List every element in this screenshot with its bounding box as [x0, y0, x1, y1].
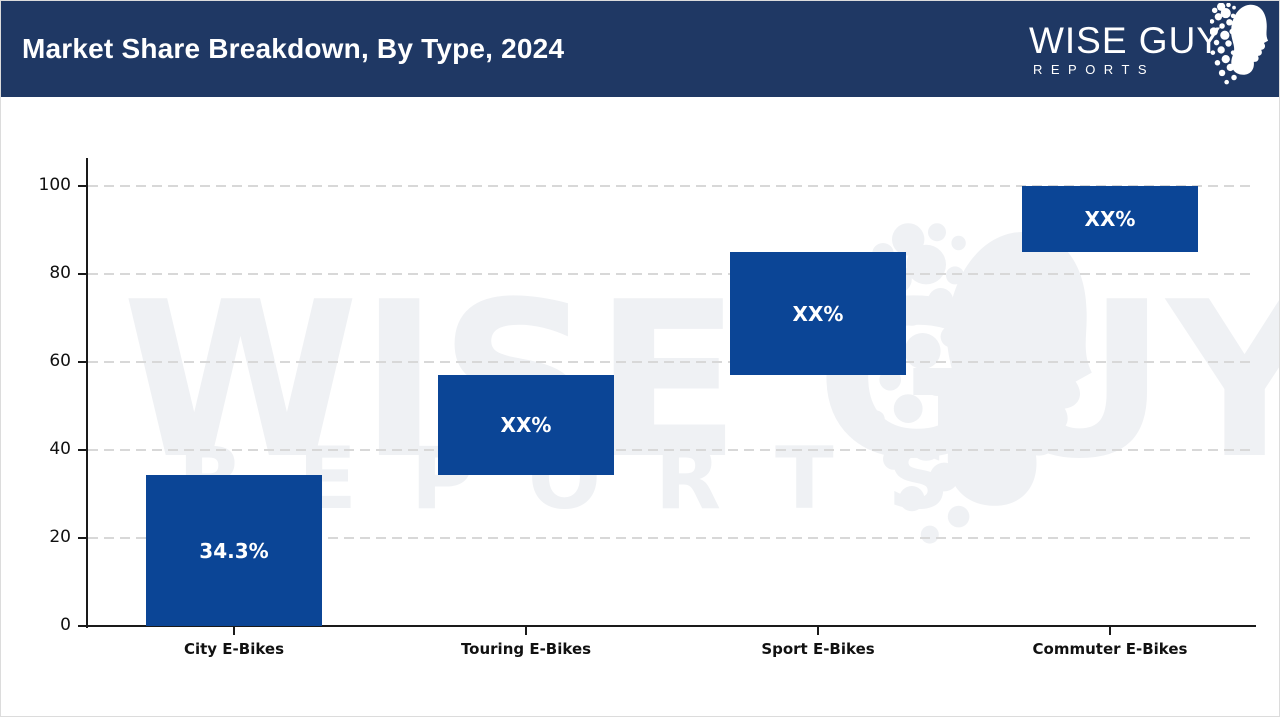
bar: XX%: [438, 375, 614, 476]
watermark-text-line1: WISE GUY: [122, 255, 1280, 506]
bar-value-label: XX%: [792, 301, 844, 326]
gridline: [88, 449, 1256, 451]
y-axis-tick: [78, 361, 88, 363]
bar: XX%: [730, 252, 906, 376]
bar-value-label: XX%: [500, 413, 552, 438]
y-tick-label: 100: [38, 175, 71, 195]
y-tick-label: 60: [49, 351, 71, 371]
gridline: [88, 361, 1256, 363]
y-tick-label: 80: [49, 263, 71, 283]
y-axis-tick: [78, 185, 88, 187]
y-axis-tick: [78, 625, 88, 627]
y-axis-tick: [78, 449, 88, 451]
brand-logo-text: WISE GUY REPORTS: [1029, 22, 1222, 76]
bar: 34.3%: [146, 475, 322, 626]
x-category-label: Sport E-Bikes: [761, 640, 875, 658]
brand-tagline: REPORTS: [1032, 61, 1156, 77]
gridline: [88, 185, 1256, 187]
x-axis-line: [86, 625, 1256, 627]
gridline: [88, 273, 1256, 275]
x-category-label: City E-Bikes: [183, 640, 285, 658]
bar: XX%: [1022, 186, 1198, 252]
brand-face-icon: [1210, 2, 1269, 84]
y-tick-label: 40: [49, 439, 71, 459]
x-category-label: Commuter E-Bikes: [1032, 640, 1188, 658]
x-axis-tick: [525, 627, 527, 635]
x-category-label: Touring E-Bikes: [460, 640, 592, 658]
y-tick-label: 0: [60, 615, 71, 635]
brand-name: WISE GUY: [1028, 19, 1222, 61]
y-tick-label: 20: [49, 527, 71, 547]
bar-value-label: XX%: [1084, 207, 1136, 231]
y-axis-tick: [78, 537, 88, 539]
x-axis-tick: [233, 627, 235, 635]
x-axis-tick: [817, 627, 819, 635]
header: Market Share Breakdown, By Type, 2024 WI…: [0, 0, 1280, 97]
y-axis-line: [86, 158, 88, 628]
brand-logo: WISE GUY REPORTS: [1029, 0, 1270, 97]
y-axis-tick: [78, 273, 88, 275]
chart-title: Market Share Breakdown, By Type, 2024: [22, 32, 565, 64]
gridline: [88, 537, 1256, 539]
x-axis-tick: [1109, 627, 1111, 635]
bar-value-label: 34.3%: [199, 538, 269, 563]
